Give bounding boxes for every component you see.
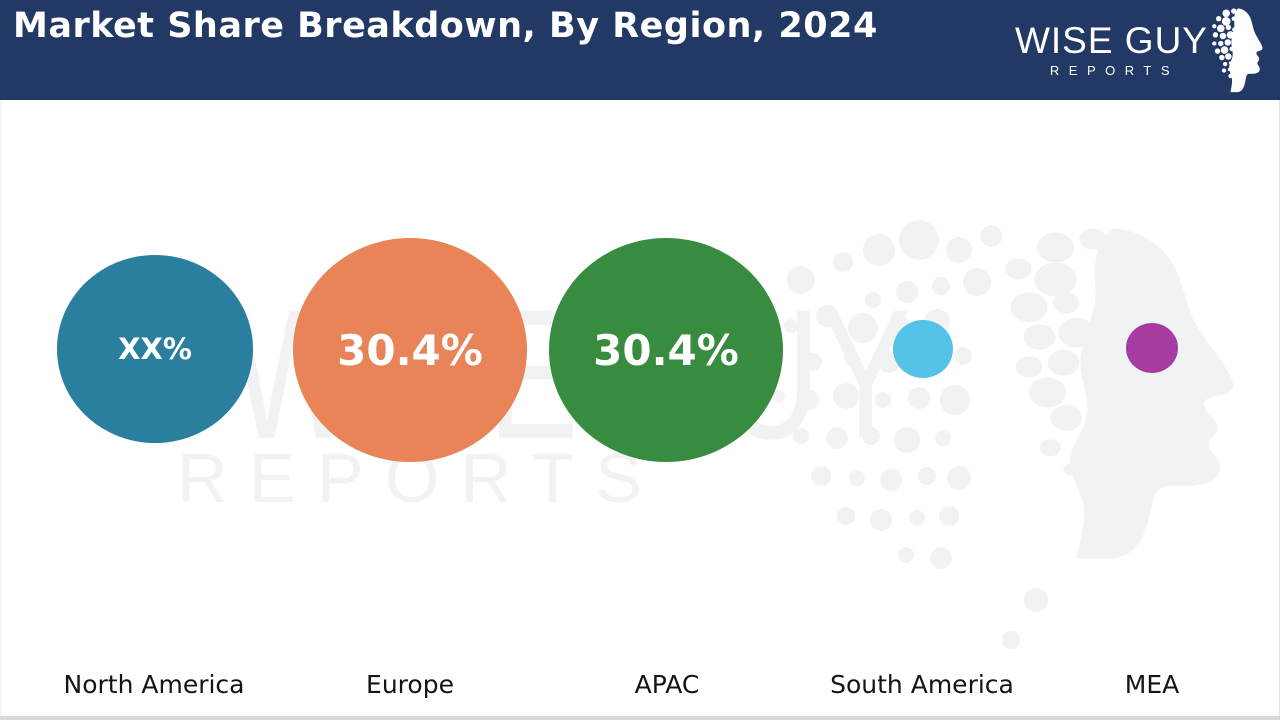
watermark-head-icon xyxy=(773,220,1234,649)
brand-head-icon xyxy=(1212,8,1263,93)
bubble-europe: 30.4% xyxy=(293,238,527,462)
brand-subtitle: REPORTS xyxy=(1049,62,1180,78)
bubble-south-america xyxy=(893,320,953,378)
brand-logo-text: WISE GUY REPORTS xyxy=(1014,20,1208,78)
chart-title: Market Share Breakdown, By Region, 2024 xyxy=(13,6,878,46)
brand-logo: WISE GUY REPORTS xyxy=(1015,6,1264,94)
category-label-mea: MEA xyxy=(1124,670,1180,699)
brand-name: WISE GUY xyxy=(1014,20,1208,61)
category-label-europe: Europe xyxy=(366,670,454,699)
footer-strip xyxy=(0,716,1280,720)
category-label-apac: APAC xyxy=(634,670,700,699)
bubble-value-apac: 30.4% xyxy=(593,325,739,375)
category-label-south-america: South America xyxy=(830,670,1014,699)
bubble-value-europe: 30.4% xyxy=(337,325,483,375)
category-label-north-america: North America xyxy=(63,670,245,699)
plot-area: WISE GUY REPORTS xyxy=(0,100,1280,716)
bubble-mea xyxy=(1126,323,1178,373)
bubble-value-north-america: XX% xyxy=(118,332,192,366)
bubble-apac: 30.4% xyxy=(549,238,783,462)
header-bar: Market Share Breakdown, By Region, 2024 … xyxy=(0,0,1280,100)
bubble-north-america: XX% xyxy=(57,255,253,443)
